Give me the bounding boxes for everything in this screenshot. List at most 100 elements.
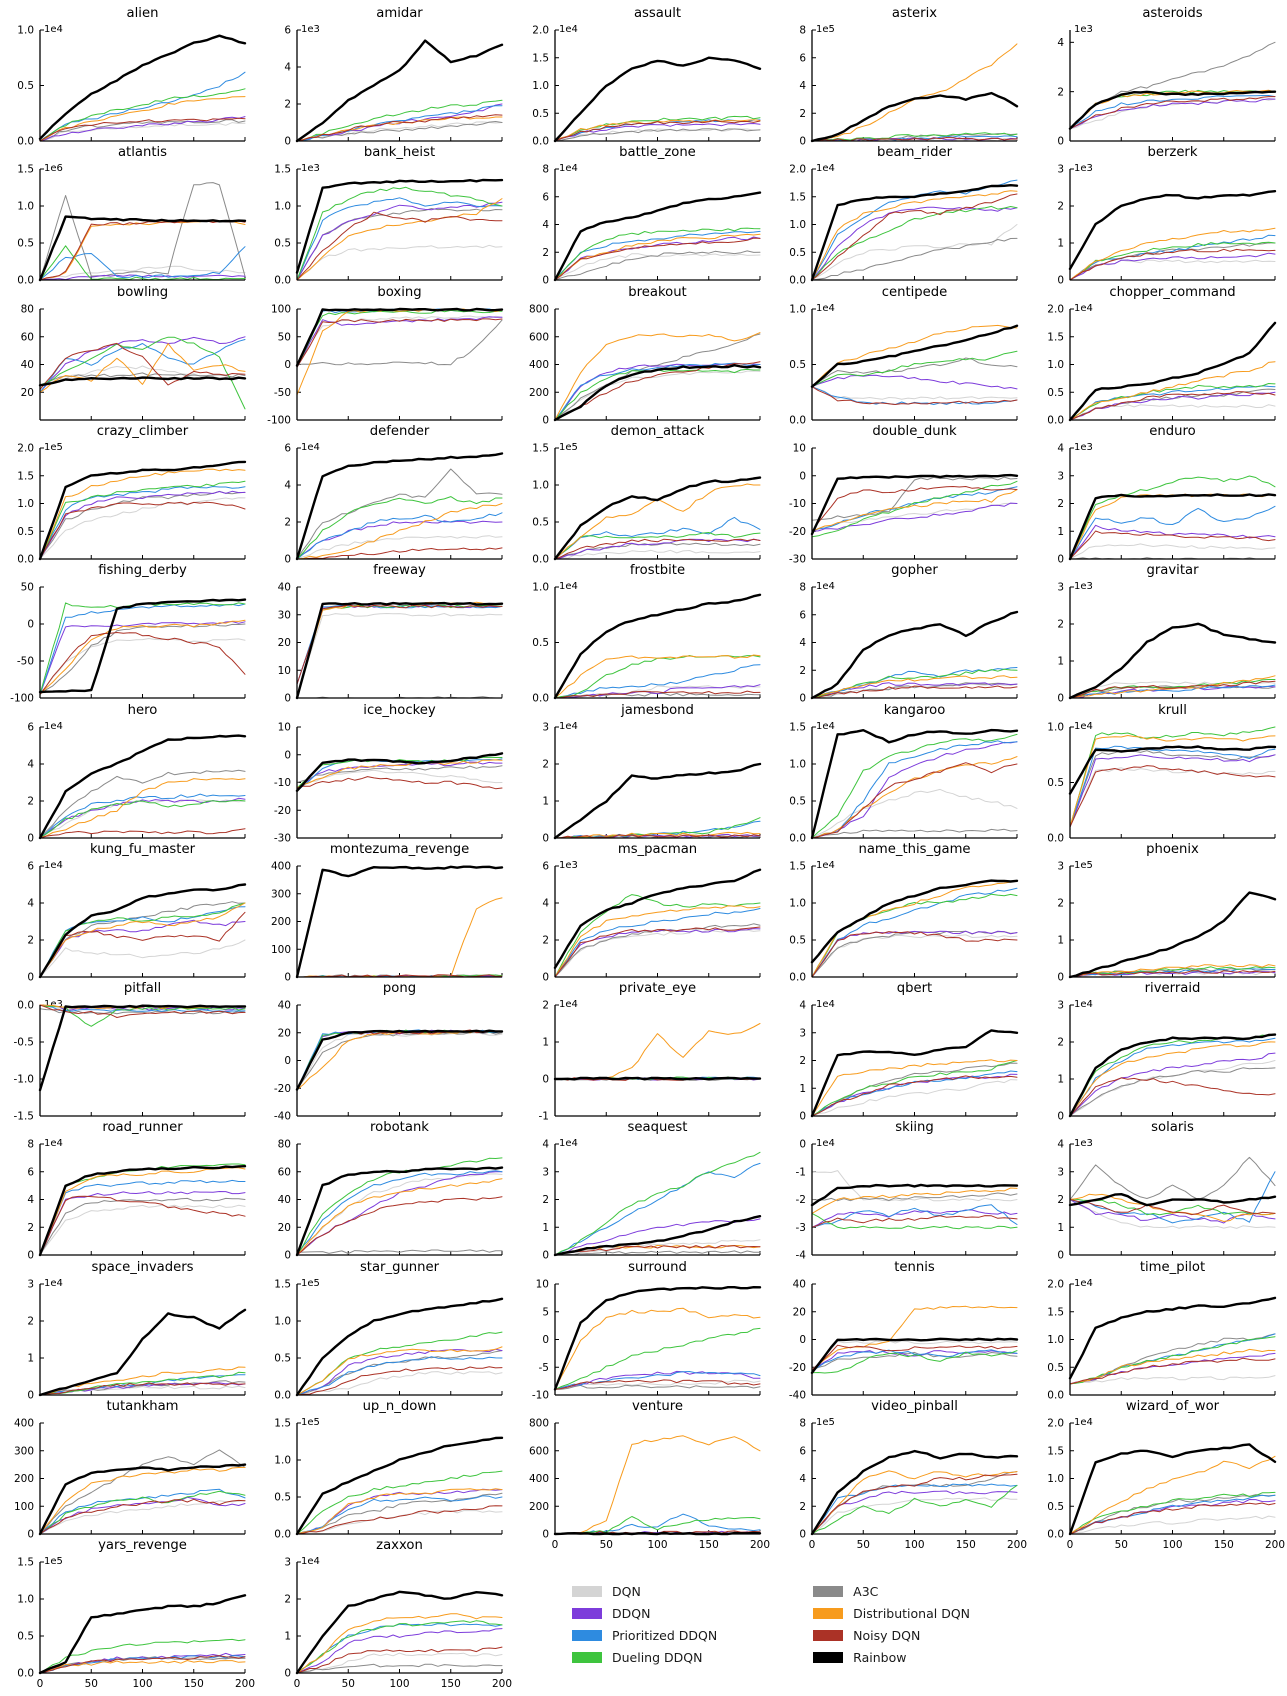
subplot-kangaroo: kangaroo 1e4 0.0 0.5 1.0 1.5 [772,697,1030,855]
subplot-canvas: zaxxon 1e4 0 1 2 3 0 50 100 150 200 [285,1538,513,1690]
svg-text:4: 4 [800,1000,807,1012]
svg-text:600: 600 [529,1445,549,1457]
subplot-canvas: frostbite 1e4 0.0 0.5 1.0 [532,563,761,705]
subplot-canvas: bowling 20 40 60 80 [21,285,247,421]
svg-text:40: 40 [278,1194,291,1206]
axis-scale-label: 1e5 [816,1417,835,1428]
axis-scale-label: 1e4 [816,721,835,732]
svg-text:200: 200 [1007,1539,1027,1551]
svg-text:0: 0 [800,1111,807,1123]
subplot-title: surround [628,1260,687,1275]
axis-scale-label: 1e4 [559,721,578,732]
svg-text:0: 0 [27,1250,34,1262]
svg-text:10: 10 [793,442,806,454]
subplot-title: alien [127,6,159,21]
svg-text:3: 3 [1057,470,1064,482]
subplot-canvas: skiing 1e4 -4 -3 -2 -1 0 [796,1120,1019,1262]
svg-text:2: 2 [1057,201,1064,213]
svg-text:-40: -40 [789,1389,806,1401]
svg-text:4: 4 [285,62,292,74]
subplot-canvas: centipede 1e4 0.0 0.5 1.0 [789,285,1019,426]
svg-text:3: 3 [27,1278,34,1290]
subplot-title: riverraid [1144,981,1200,996]
svg-text:0: 0 [27,832,34,844]
svg-text:-30: -30 [274,832,291,844]
subplot-title: gopher [891,563,938,578]
subplot-title: krull [1158,703,1187,718]
legend-color-swatch [813,1629,844,1641]
subplot-wizard_of_wor: wizard_of_wor 1e4 0.0 0.5 1.0 1.5 2.0 0 50 100 150… [1030,1393,1287,1551]
subplot-canvas: qbert 1e4 0 1 2 3 4 [800,981,1019,1123]
subplot-title: solaris [1151,1120,1194,1135]
svg-text:-1.5: -1.5 [14,1111,35,1123]
subplot-krull: krull 1e4 0.0 0.5 1.0 [1030,697,1287,855]
svg-text:2.0: 2.0 [1047,303,1064,315]
svg-text:20: 20 [278,1222,291,1234]
svg-text:0: 0 [27,1389,34,1401]
svg-text:0: 0 [294,1678,301,1690]
legend-item-ddqn: DDQN [572,1606,717,1621]
svg-text:1.5: 1.5 [1047,1306,1064,1318]
legend-color-swatch [813,1607,844,1619]
svg-text:200: 200 [529,1501,549,1513]
svg-text:0: 0 [800,1529,807,1541]
svg-text:800: 800 [529,303,549,315]
subplot-canvas: time_pilot 1e4 0.0 0.5 1.0 1.5 2.0 [1047,1260,1276,1401]
svg-text:1.0: 1.0 [789,219,806,231]
svg-text:0.0: 0.0 [532,693,549,705]
svg-text:200: 200 [492,1678,512,1690]
svg-text:30: 30 [278,610,291,622]
axis-scale-label: 1e5 [301,1417,320,1428]
subplot-centipede: centipede 1e4 0.0 0.5 1.0 [772,279,1030,437]
svg-text:-0.5: -0.5 [14,1037,35,1049]
subplot-title: gravitar [1146,563,1199,578]
svg-text:3: 3 [542,721,549,733]
subplot-chopper_command: chopper_command 1e4 0.0 0.5 1.0 1.5 2.0 [1030,279,1287,437]
axis-scale-label: 1e3 [1074,163,1093,174]
svg-text:1.0: 1.0 [17,498,34,510]
legend-color-swatch [813,1651,844,1663]
svg-text:8: 8 [27,1139,34,1151]
subplot-alien: alien 1e4 0.0 0.5 1.0 [0,0,258,158]
subplot-canvas: freeway 0 10 20 30 40 [278,563,504,705]
subplot-hero: hero 1e4 0 2 4 6 [0,697,258,855]
svg-text:80: 80 [21,303,34,315]
subplot-canvas: video_pinball 1e5 0 2 4 6 8 0 50 100 150 200 [800,1399,1028,1551]
subplot-beam_rider: beam_rider 1e4 0.0 0.5 1.0 1.5 2.0 [772,139,1030,297]
svg-text:4: 4 [27,758,34,770]
svg-text:1: 1 [800,1083,807,1095]
svg-text:0.5: 0.5 [275,1352,292,1364]
legend-color-swatch [572,1585,602,1597]
svg-text:0: 0 [542,832,549,844]
subplot-canvas: assault 1e4 0.0 0.5 1.0 1.5 2.0 [532,6,761,148]
svg-text:0: 0 [1057,1111,1064,1123]
svg-text:1: 1 [1057,238,1064,250]
subplot-space_invaders: space_invaders 1e4 0 1 2 3 [0,1254,258,1412]
subplot-title: wizard_of_wor [1125,1399,1219,1414]
svg-text:60: 60 [278,1167,291,1179]
svg-text:0.5: 0.5 [17,238,34,250]
svg-text:0.0: 0.0 [532,553,549,565]
svg-text:200: 200 [235,1678,255,1690]
svg-text:1.5: 1.5 [789,721,806,733]
subplot-title: breakout [628,285,686,300]
subplot-canvas: fishing_derby -100 -50 0 50 [10,563,247,705]
subplot-title: zaxxon [377,1538,424,1553]
axis-scale-label: 1e5 [44,1556,63,1567]
subplot-riverraid: riverraid 1e4 0 1 2 3 [1030,975,1287,1133]
subplot-title: skiing [895,1120,934,1135]
axis-scale-label: 1e4 [816,581,835,592]
svg-text:10: 10 [535,1278,548,1290]
subplot-title: berzerk [1147,145,1197,160]
svg-text:100: 100 [14,1501,34,1513]
svg-text:3: 3 [1057,1167,1064,1179]
svg-text:60: 60 [21,331,34,343]
svg-text:1: 1 [542,795,549,807]
axis-scale-label: 1e4 [44,860,63,871]
svg-text:150: 150 [699,1539,719,1551]
svg-text:3: 3 [542,1167,549,1179]
svg-text:1.5: 1.5 [789,192,806,204]
svg-text:0.5: 0.5 [532,516,549,528]
subplot-title: name_this_game [859,842,971,857]
legend-color-swatch [572,1651,602,1663]
